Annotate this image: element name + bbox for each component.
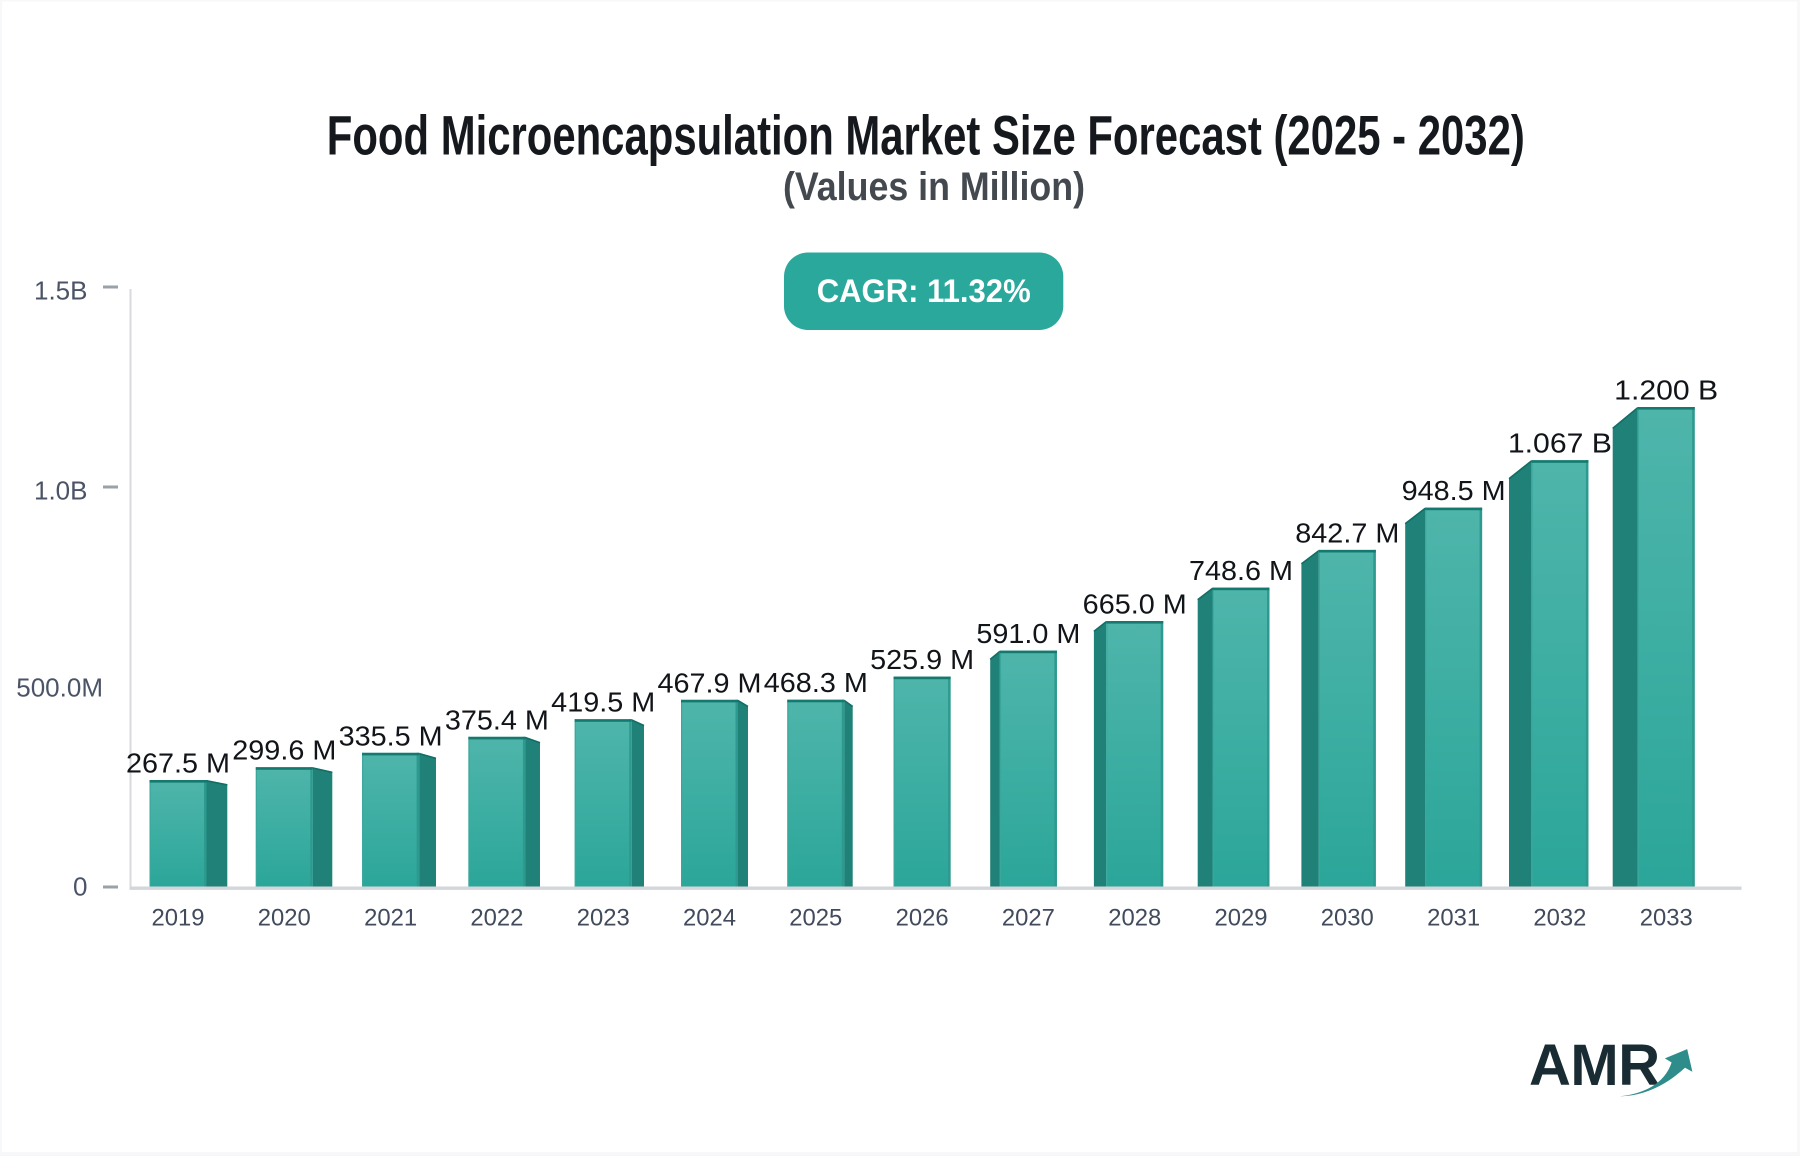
svg-text:591.0 M: 591.0 M — [976, 618, 1080, 649]
svg-text:2028: 2028 — [1108, 905, 1161, 932]
svg-text:2030: 2030 — [1321, 905, 1374, 932]
svg-text:468.3 M: 468.3 M — [764, 667, 868, 698]
svg-text:2031: 2031 — [1427, 905, 1480, 932]
svg-text:467.9 M: 467.9 M — [658, 667, 762, 698]
svg-text:2024: 2024 — [683, 905, 736, 932]
svg-text:665.0 M: 665.0 M — [1083, 589, 1187, 620]
svg-text:(Values in Million): (Values in Million) — [783, 165, 1085, 209]
svg-text:1.0B: 1.0B — [34, 476, 88, 506]
svg-text:2032: 2032 — [1533, 905, 1586, 932]
svg-text:842.7 M: 842.7 M — [1295, 517, 1399, 548]
svg-text:500.0M: 500.0M — [16, 673, 103, 703]
svg-text:2023: 2023 — [577, 905, 630, 932]
svg-text:2021: 2021 — [364, 905, 417, 932]
svg-text:375.4 M: 375.4 M — [445, 704, 549, 735]
svg-text:267.5 M: 267.5 M — [126, 748, 230, 779]
svg-text:2027: 2027 — [1002, 905, 1055, 932]
svg-text:0: 0 — [73, 872, 87, 902]
svg-text:CAGR: 11.32%: CAGR: 11.32% — [817, 273, 1031, 309]
svg-text:AMR: AMR — [1529, 1033, 1660, 1098]
svg-text:748.6 M: 748.6 M — [1189, 555, 1293, 586]
svg-text:525.9 M: 525.9 M — [870, 644, 974, 675]
svg-text:2026: 2026 — [896, 905, 949, 932]
svg-text:1.067 B: 1.067 B — [1508, 428, 1612, 459]
svg-text:299.6 M: 299.6 M — [232, 735, 336, 766]
svg-text:2025: 2025 — [789, 905, 842, 932]
svg-text:335.5 M: 335.5 M — [339, 720, 443, 751]
svg-text:419.5 M: 419.5 M — [551, 687, 655, 718]
svg-text:1.5B: 1.5B — [34, 276, 88, 306]
svg-text:2022: 2022 — [470, 905, 523, 932]
svg-text:948.5 M: 948.5 M — [1402, 475, 1506, 506]
svg-text:Food Microencapsulation Market: Food Microencapsulation Market Size Fore… — [327, 104, 1525, 167]
svg-text:1.200 B: 1.200 B — [1614, 375, 1718, 406]
svg-text:2029: 2029 — [1215, 905, 1268, 932]
svg-text:2033: 2033 — [1640, 905, 1693, 932]
svg-text:2020: 2020 — [258, 905, 311, 932]
svg-text:2019: 2019 — [152, 905, 205, 932]
